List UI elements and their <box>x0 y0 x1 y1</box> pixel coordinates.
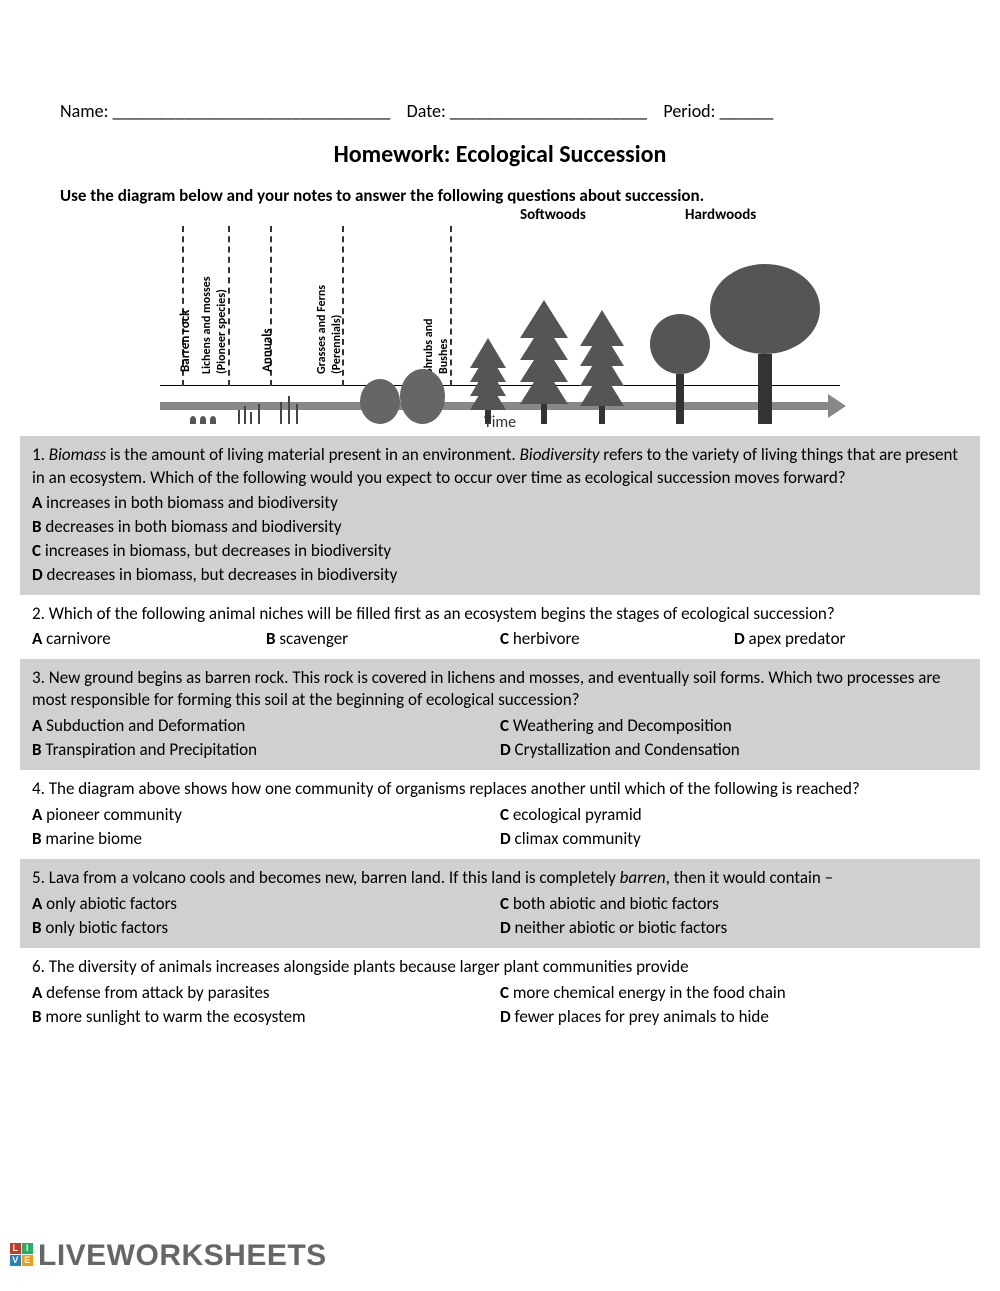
question-block: 4. The diagram above shows how one commu… <box>20 770 980 859</box>
answer-option[interactable]: C ecological pyramid <box>500 804 968 827</box>
answer-option[interactable]: A only abiotic factors <box>32 893 500 916</box>
answer-option[interactable]: B scavenger <box>266 628 500 651</box>
stage-label-grasses: Grasses and Ferns <box>315 285 329 374</box>
answer-option[interactable]: B marine biome <box>32 828 500 851</box>
question-text: 3. New ground begins as barren rock. Thi… <box>32 667 968 713</box>
answer-option[interactable]: B only biotic factors <box>32 917 500 940</box>
name-blank[interactable]: _______________________________ <box>108 100 390 122</box>
answer-option[interactable]: A carnivore <box>32 628 266 651</box>
top-label-softwoods: Softwoods <box>520 206 586 224</box>
answer-option[interactable]: A increases in both biomass and biodiver… <box>32 492 968 515</box>
answer-option[interactable]: D climax community <box>500 828 968 851</box>
questions-container: 1. Biomass is the amount of living mater… <box>60 436 940 1037</box>
stage-label-lichens: Lichens and mosses <box>200 276 214 374</box>
header-line: Name: _______________________________ Da… <box>60 100 940 122</box>
answer-option[interactable]: B Transpiration and Precipitation <box>32 739 500 762</box>
top-label-hardwoods: Hardwoods <box>685 206 756 224</box>
conifer-icon <box>580 326 624 424</box>
watermark-text: LIVEWORKSHEETS <box>38 1239 327 1272</box>
question-block: 5. Lava from a volcano cools and becomes… <box>20 859 980 948</box>
answer-option[interactable]: D fewer places for prey animals to hide <box>500 1006 968 1029</box>
answer-option[interactable]: C increases in biomass, but decreases in… <box>32 540 968 563</box>
answer-option[interactable]: D Crystallization and Condensation <box>500 739 968 762</box>
hardwood-icon <box>650 314 710 424</box>
question-text: 2. Which of the following animal niches … <box>32 603 968 626</box>
worksheet-page: Name: _______________________________ Da… <box>0 0 1000 1077</box>
hardwood-icon <box>710 264 820 424</box>
question-text: 6. The diversity of animals increases al… <box>32 956 968 979</box>
conifer-icon <box>520 316 568 424</box>
name-label: Name: <box>60 100 108 122</box>
answer-option[interactable]: A pioneer community <box>32 804 500 827</box>
date-label: Date: <box>407 100 446 122</box>
period-label: Period: <box>663 100 715 122</box>
answer-option[interactable]: A Subduction and Deformation <box>32 715 500 738</box>
question-block: 3. New ground begins as barren rock. Thi… <box>20 659 980 771</box>
period-blank[interactable]: ______ <box>715 100 773 122</box>
time-axis-label: Time <box>150 413 850 432</box>
stage-label-perennials: (Perennials) <box>330 315 344 374</box>
answer-option[interactable]: D apex predator <box>734 628 968 651</box>
stage-label-shrubs: Shrubs and <box>422 319 436 375</box>
stage-label-pioneer: (Pioneer species) <box>215 289 229 374</box>
answer-option[interactable]: C more chemical energy in the food chain <box>500 982 968 1005</box>
instruction-text: Use the diagram below and your notes to … <box>60 185 940 206</box>
answer-option[interactable]: A defense from attack by parasites <box>32 982 500 1005</box>
date-blank[interactable]: ______________________ <box>446 100 647 122</box>
answer-option[interactable]: C Weathering and Decomposition <box>500 715 968 738</box>
question-text: 1. Biomass is the amount of living mater… <box>32 444 968 490</box>
watermark-icon: L I V E <box>10 1243 34 1267</box>
watermark: L I V E LIVEWORKSHEETS <box>10 1239 327 1273</box>
answer-option[interactable]: D neither abiotic or biotic factors <box>500 917 968 940</box>
stage-label-annuals: Annuals <box>260 328 317 372</box>
question-block: 6. The diversity of animals increases al… <box>20 948 980 1037</box>
question-text: 4. The diagram above shows how one commu… <box>32 778 968 801</box>
stage-label-bushes: Bushes <box>437 339 451 374</box>
question-block: 1. Biomass is the amount of living mater… <box>20 436 980 595</box>
answer-option[interactable]: D decreases in biomass, but decreases in… <box>32 564 968 587</box>
answer-option[interactable]: B more sunlight to warm the ecosystem <box>32 1006 500 1029</box>
page-title: Homework: Ecological Succession <box>60 140 940 169</box>
succession-diagram: Barren rock Lichens and mosses (Pioneer … <box>150 214 850 424</box>
question-block: 2. Which of the following animal niches … <box>20 595 980 659</box>
answer-option[interactable]: B decreases in both biomass and biodiver… <box>32 516 968 539</box>
answer-option[interactable]: C herbivore <box>500 628 734 651</box>
answer-option[interactable]: C both abiotic and biotic factors <box>500 893 968 916</box>
question-text: 5. Lava from a volcano cools and becomes… <box>32 867 968 890</box>
